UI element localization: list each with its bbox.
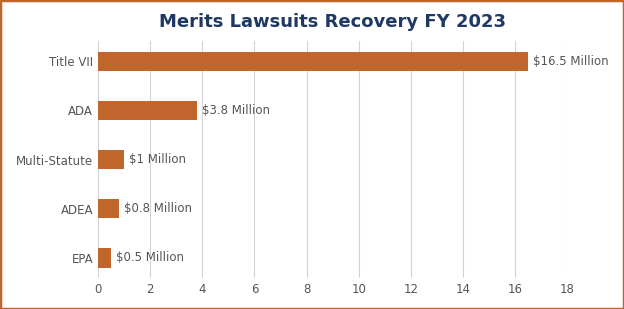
Text: $1 Million: $1 Million: [129, 153, 186, 166]
Bar: [98, 199, 119, 218]
Text: $0.5 Million: $0.5 Million: [116, 251, 184, 264]
Bar: [98, 150, 124, 169]
Bar: [98, 52, 529, 71]
Text: $0.8 Million: $0.8 Million: [124, 202, 192, 215]
Title: Merits Lawsuits Recovery FY 2023: Merits Lawsuits Recovery FY 2023: [159, 13, 506, 31]
Bar: [98, 248, 111, 268]
Text: $3.8 Million: $3.8 Million: [202, 104, 270, 117]
Bar: [98, 101, 197, 120]
Text: $16.5 Million: $16.5 Million: [534, 55, 609, 68]
